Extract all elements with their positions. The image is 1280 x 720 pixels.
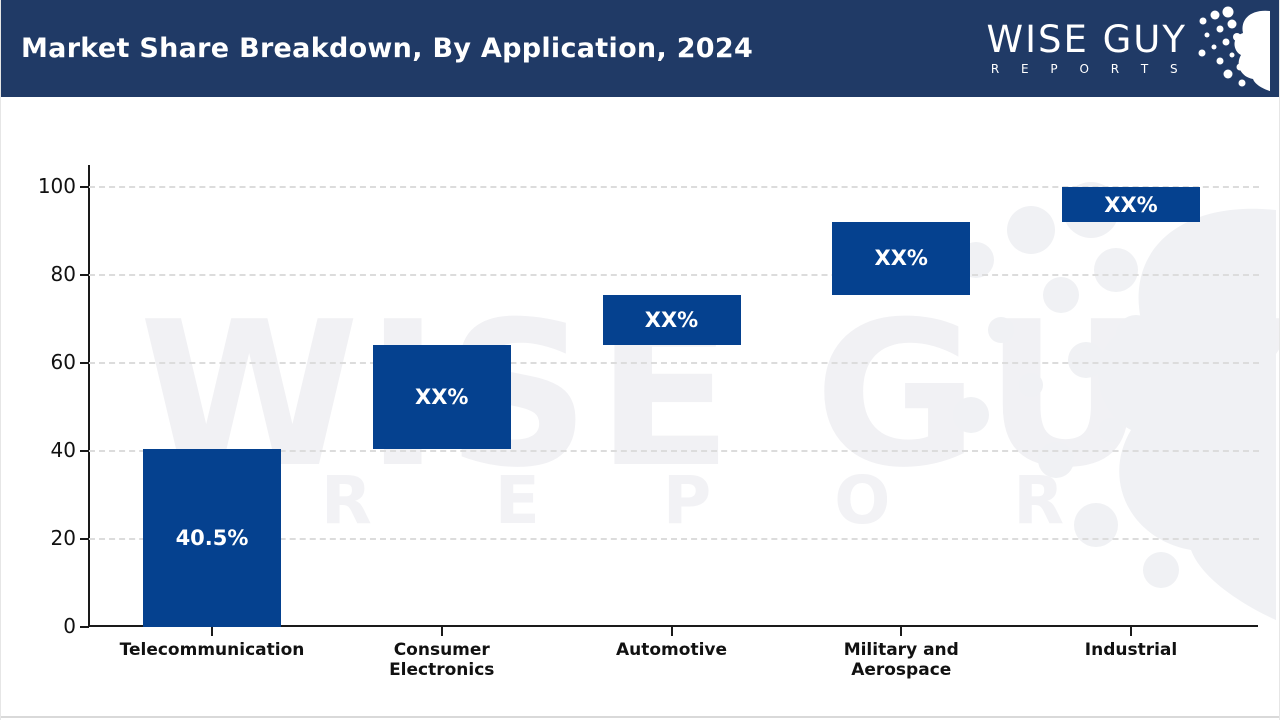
x-tick-label: Military and Aerospace (843, 640, 959, 681)
x-tick-mark (440, 627, 443, 636)
bar-value-label: 40.5% (175, 525, 249, 550)
gridline (89, 450, 1259, 452)
brand-logo: WISE GUY R E P O R T S (987, 0, 1271, 97)
gridline (89, 538, 1259, 540)
bottom-border (1, 716, 1279, 718)
x-tick-label: Telecommunication (119, 640, 305, 660)
x-tick-mark (211, 627, 213, 636)
y-axis-line (88, 165, 90, 627)
x-tick-label: Consumer Electronics (389, 640, 495, 681)
y-tick-mark (80, 538, 89, 540)
chart-plot: 0 20 40 60 80 100 Telecommunication Consumer El… (1, 97, 1279, 717)
y-tick-label: 0 (63, 614, 76, 638)
y-tick-mark (80, 362, 89, 364)
bar-value-label: XX% (415, 385, 469, 410)
y-tick-mark (80, 186, 89, 188)
face-logo-icon (1198, 6, 1270, 91)
gridline (89, 186, 1259, 188)
watermark-subtitle: R E P O R T S (321, 462, 1279, 539)
x-tick-mark (1130, 627, 1132, 636)
x-tick-label: Automotive (615, 640, 728, 660)
y-tick-label: 100 (37, 174, 76, 198)
brand-subtitle: R E P O R T S (990, 62, 1187, 76)
bar: XX% (832, 222, 971, 295)
x-tick-mark (900, 627, 903, 636)
y-tick-mark (80, 450, 89, 452)
bar: XX% (1062, 187, 1200, 223)
bar-value-label: XX% (644, 308, 699, 333)
bar-value-label: XX% (874, 246, 928, 271)
bar-value-label: XX% (1104, 192, 1158, 217)
brand-wordmark: WISE GUY R E P O R T S (987, 21, 1187, 76)
brand-name: WISE GUY (986, 18, 1187, 61)
y-tick-label: 40 (50, 438, 76, 462)
gridline (89, 274, 1259, 276)
bar: XX% (372, 345, 511, 449)
y-tick-label: 60 (50, 350, 76, 374)
page-title: Market Share Breakdown, By Application, … (21, 33, 754, 64)
bar: 40.5% (143, 448, 281, 627)
y-tick-mark (80, 274, 89, 276)
x-tick-label: Industrial (1084, 640, 1178, 660)
x-axis-line (88, 625, 1258, 627)
y-tick-label: 80 (50, 262, 76, 286)
x-tick-mark (670, 627, 673, 636)
gridline (89, 362, 1259, 364)
header: Market Share Breakdown, By Application, … (1, 0, 1279, 97)
y-tick-label: 20 (50, 526, 76, 550)
y-tick-mark (80, 626, 89, 628)
bar: XX% (602, 294, 741, 346)
